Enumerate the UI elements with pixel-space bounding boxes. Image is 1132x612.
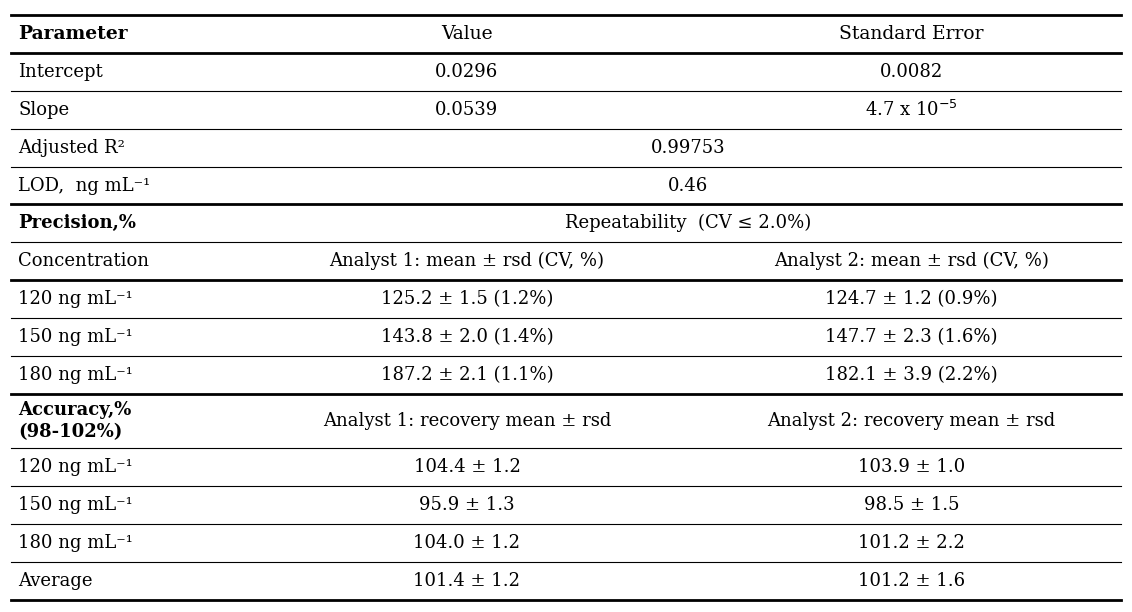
Text: Analyst 2: mean ± rsd (CV, %): Analyst 2: mean ± rsd (CV, %) xyxy=(774,252,1048,271)
Text: Analyst 1: recovery mean ± rsd: Analyst 1: recovery mean ± rsd xyxy=(323,412,611,430)
Text: 120 ng mL⁻¹: 120 ng mL⁻¹ xyxy=(18,458,132,476)
Text: Slope: Slope xyxy=(18,101,69,119)
Text: 150 ng mL⁻¹: 150 ng mL⁻¹ xyxy=(18,328,132,346)
Text: 180 ng mL⁻¹: 180 ng mL⁻¹ xyxy=(18,365,132,384)
Text: 0.99753: 0.99753 xyxy=(651,139,724,157)
Text: Adjusted R²: Adjusted R² xyxy=(18,139,125,157)
Text: Standard Error: Standard Error xyxy=(839,25,984,43)
Text: Analyst 1: mean ± rsd (CV, %): Analyst 1: mean ± rsd (CV, %) xyxy=(329,252,604,271)
Text: 101.2 ± 2.2: 101.2 ± 2.2 xyxy=(858,534,964,552)
Text: 143.8 ± 2.0 (1.4%): 143.8 ± 2.0 (1.4%) xyxy=(380,328,554,346)
Text: 98.5 ± 1.5: 98.5 ± 1.5 xyxy=(864,496,959,514)
Text: 101.2 ± 1.6: 101.2 ± 1.6 xyxy=(858,572,964,590)
Text: 150 ng mL⁻¹: 150 ng mL⁻¹ xyxy=(18,496,132,514)
Text: Intercept: Intercept xyxy=(18,63,103,81)
Text: 180 ng mL⁻¹: 180 ng mL⁻¹ xyxy=(18,534,132,552)
Text: Parameter: Parameter xyxy=(18,25,128,43)
Text: Repeatability  (CV ≤ 2.0%): Repeatability (CV ≤ 2.0%) xyxy=(565,214,811,233)
Text: 0.46: 0.46 xyxy=(668,176,708,195)
Text: 124.7 ± 1.2 (0.9%): 124.7 ± 1.2 (0.9%) xyxy=(825,290,997,308)
Text: 0.0082: 0.0082 xyxy=(880,63,943,81)
Text: 0.0539: 0.0539 xyxy=(436,101,498,119)
Text: Analyst 2: recovery mean ± rsd: Analyst 2: recovery mean ± rsd xyxy=(767,412,1055,430)
Text: 182.1 ± 3.9 (2.2%): 182.1 ± 3.9 (2.2%) xyxy=(825,365,997,384)
Text: Precision,%: Precision,% xyxy=(18,214,136,233)
Text: Accuracy,%: Accuracy,% xyxy=(18,401,131,419)
Text: 104.0 ± 1.2: 104.0 ± 1.2 xyxy=(413,534,521,552)
Text: (98-102%): (98-102%) xyxy=(18,423,122,441)
Text: 0.0296: 0.0296 xyxy=(436,63,498,81)
Text: 4.7 x 10$^{-5}$: 4.7 x 10$^{-5}$ xyxy=(865,100,958,120)
Text: 125.2 ± 1.5 (1.2%): 125.2 ± 1.5 (1.2%) xyxy=(380,290,554,308)
Text: 101.4 ± 1.2: 101.4 ± 1.2 xyxy=(413,572,521,590)
Text: 147.7 ± 2.3 (1.6%): 147.7 ± 2.3 (1.6%) xyxy=(825,328,997,346)
Text: 120 ng mL⁻¹: 120 ng mL⁻¹ xyxy=(18,290,132,308)
Text: 187.2 ± 2.1 (1.1%): 187.2 ± 2.1 (1.1%) xyxy=(380,365,554,384)
Text: LOD,  ng mL⁻¹: LOD, ng mL⁻¹ xyxy=(18,176,151,195)
Text: Average: Average xyxy=(18,572,93,590)
Text: Concentration: Concentration xyxy=(18,252,149,270)
Text: 104.4 ± 1.2: 104.4 ± 1.2 xyxy=(413,458,521,476)
Text: Value: Value xyxy=(441,25,492,43)
Text: 103.9 ± 1.0: 103.9 ± 1.0 xyxy=(858,458,964,476)
Text: 95.9 ± 1.3: 95.9 ± 1.3 xyxy=(419,496,515,514)
